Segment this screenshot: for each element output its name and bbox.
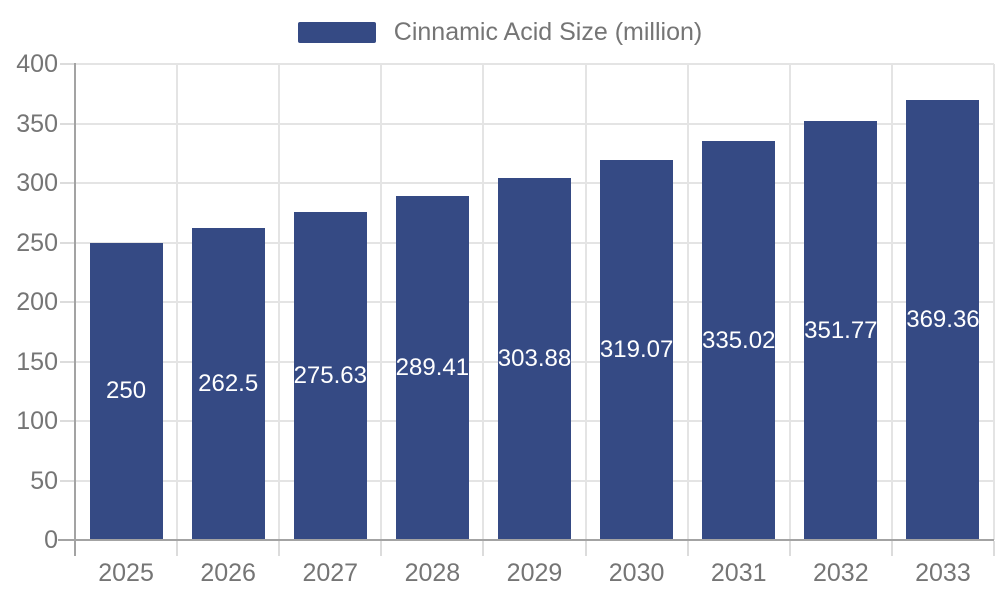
x-axis-tick-label: 2026 — [200, 559, 256, 587]
legend-label: Cinnamic Acid Size (million) — [393, 17, 703, 46]
x-axis-tick-label: 2028 — [404, 559, 461, 587]
x-axis-tick — [890, 541, 893, 556]
y-axis-tick-label: 200 — [16, 288, 58, 316]
x-axis-tick-label: 2032 — [813, 559, 869, 587]
y-axis-tick — [60, 63, 75, 65]
bar[interactable]: 369.36 — [906, 100, 980, 540]
gridline-vertical — [993, 64, 995, 540]
y-axis-tick — [60, 420, 75, 422]
x-axis-tick-label: 2030 — [608, 559, 665, 587]
bar-value-label: 335.02 — [702, 326, 776, 354]
bar[interactable]: 351.77 — [804, 121, 878, 540]
y-axis-tick — [60, 122, 75, 125]
y-axis-line — [74, 63, 76, 556]
bar[interactable]: 289.41 — [395, 195, 470, 540]
x-axis-labels: 2025 2026 2027 2028 2029 2030 2031 2032 2033 — [75, 558, 994, 590]
y-axis-tick — [60, 360, 75, 363]
y-axis-tick-label: 250 — [16, 228, 58, 257]
x-axis-tick — [686, 541, 689, 556]
gridline-vertical — [686, 64, 689, 540]
x-axis-line — [58, 539, 994, 541]
x-axis-ticks — [75, 541, 995, 556]
gridline-vertical — [482, 64, 485, 540]
x-axis-tick — [278, 541, 281, 556]
bar-value-label: 250 — [106, 377, 147, 405]
bar-value-label: 275.63 — [293, 362, 367, 389]
x-axis-tick-label: 2029 — [506, 559, 563, 587]
y-axis-tick-label: 50 — [30, 466, 58, 495]
plot-area: 250 262.5 275.63 289.41 303.88 319.07 335.02 35… — [60, 63, 995, 540]
gridline-horizontal — [75, 122, 994, 125]
bar[interactable]: 319.07 — [600, 160, 673, 540]
bar-value-label: 289.41 — [395, 353, 470, 381]
y-axis-tick-label: 300 — [16, 169, 58, 197]
x-axis-tick-label: 2033 — [915, 559, 971, 587]
x-axis-tick — [482, 541, 485, 556]
y-axis-tick — [60, 241, 75, 244]
x-axis-tick-label: 2027 — [302, 559, 359, 587]
x-axis-tick-label: 2025 — [98, 559, 154, 587]
x-axis-tick — [176, 541, 179, 556]
bar-value-label: 303.88 — [497, 345, 572, 373]
gridline-vertical — [278, 64, 281, 540]
gridline-vertical — [788, 64, 791, 540]
gridline-vertical — [584, 64, 587, 540]
y-axis-tick-label: 400 — [16, 50, 58, 78]
gridline-horizontal — [75, 63, 994, 65]
bar[interactable]: 250 — [89, 242, 163, 540]
y-axis-tick — [60, 182, 75, 184]
bar-value-label: 319.07 — [599, 336, 674, 364]
y-axis-tick — [60, 479, 75, 482]
legend-swatch-icon — [297, 21, 376, 43]
gridline-vertical — [380, 64, 383, 540]
gridline-vertical — [890, 64, 893, 540]
bar-value-label: 262.5 — [198, 369, 259, 397]
gridline-vertical — [176, 64, 179, 540]
y-axis-tick-label: 150 — [16, 347, 58, 376]
bar[interactable]: 335.02 — [702, 141, 775, 540]
y-axis-labels: 0 50 100 150 200 250 300 350 400 — [0, 50, 58, 554]
y-axis-tick-label: 350 — [16, 109, 58, 138]
bar-value-label: 369.36 — [906, 306, 980, 334]
bar[interactable]: 262.5 — [191, 227, 265, 540]
y-axis-tick-label: 0 — [44, 526, 58, 554]
bar[interactable]: 275.63 — [294, 212, 367, 540]
bar-value-label: 351.77 — [804, 316, 878, 344]
x-axis-tick — [788, 541, 791, 556]
legend[interactable]: Cinnamic Acid Size (million) — [0, 18, 1000, 46]
x-axis-tick — [380, 541, 383, 556]
x-axis-tick — [584, 541, 587, 556]
bar[interactable]: 303.88 — [498, 178, 571, 540]
y-axis-tick-label: 100 — [16, 407, 58, 435]
y-axis-tick — [60, 301, 75, 303]
x-axis-tick-label: 2031 — [710, 559, 767, 587]
x-axis-tick — [993, 541, 995, 556]
